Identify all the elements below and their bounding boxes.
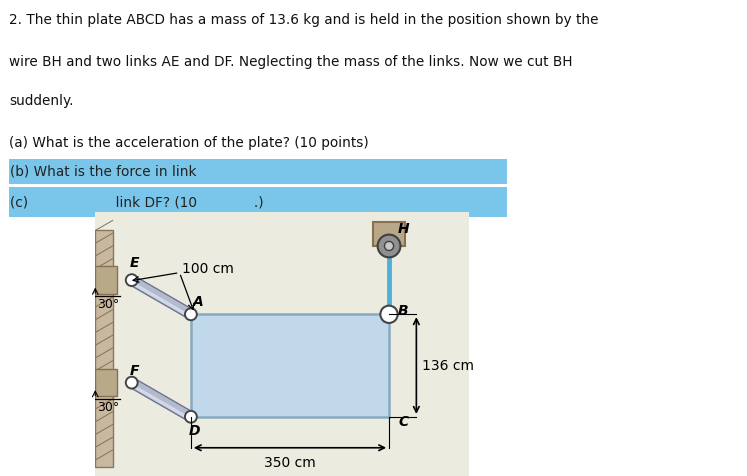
Polygon shape <box>130 384 190 420</box>
Text: suddenly.: suddenly. <box>9 94 73 108</box>
Bar <box>96 369 117 397</box>
Bar <box>96 267 117 294</box>
Text: A: A <box>193 295 204 309</box>
Polygon shape <box>129 378 193 421</box>
Text: C: C <box>398 415 409 428</box>
Text: 136 cm: 136 cm <box>422 358 474 373</box>
Text: (c)                    link DF? (10             .): (c) link DF? (10 .) <box>10 196 264 209</box>
Text: 30°: 30° <box>98 298 120 311</box>
Text: H: H <box>397 222 409 236</box>
Text: 100 cm: 100 cm <box>182 262 234 276</box>
Bar <box>96 230 113 467</box>
Circle shape <box>380 306 397 323</box>
Circle shape <box>125 377 137 388</box>
Text: 2. The thin plate ABCD has a mass of 13.6 kg and is held in the position shown b: 2. The thin plate ABCD has a mass of 13.… <box>9 13 598 27</box>
Text: 30°: 30° <box>98 401 120 414</box>
Polygon shape <box>129 276 193 318</box>
Text: D: D <box>189 424 200 437</box>
Text: wire BH and two links AE and DF. Neglecting the mass of the links. Now we cut BH: wire BH and two links AE and DF. Neglect… <box>9 55 572 69</box>
Circle shape <box>378 235 400 258</box>
Circle shape <box>185 308 196 320</box>
Circle shape <box>185 411 196 423</box>
Text: 350 cm: 350 cm <box>264 456 316 470</box>
Text: (a) What is the acceleration of the plate? (10 points): (a) What is the acceleration of the plat… <box>9 136 369 150</box>
Text: (b) What is the force in link: (b) What is the force in link <box>10 165 197 179</box>
Bar <box>191 314 389 417</box>
Bar <box>373 222 406 246</box>
Bar <box>9 159 506 184</box>
Text: E: E <box>129 256 139 270</box>
Polygon shape <box>130 281 190 317</box>
Circle shape <box>385 241 394 250</box>
Text: F: F <box>129 364 139 378</box>
Text: B: B <box>398 304 409 317</box>
Bar <box>9 187 506 217</box>
Circle shape <box>125 274 137 286</box>
